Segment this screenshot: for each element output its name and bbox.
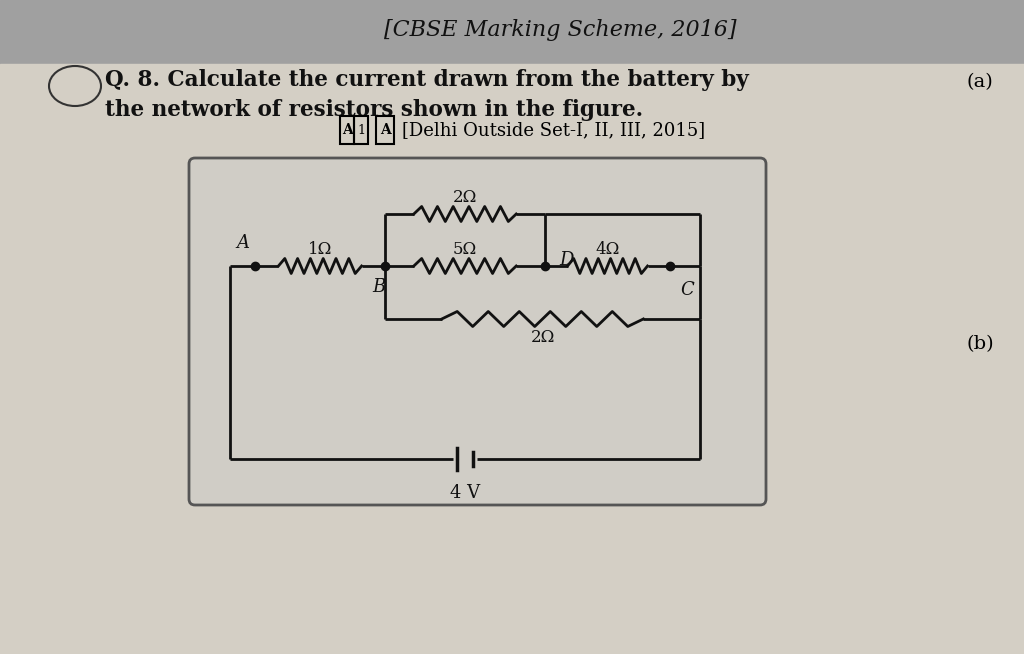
Text: [Delhi Outside Set-I, II, III, 2015]: [Delhi Outside Set-I, II, III, 2015] xyxy=(402,121,706,139)
Text: A: A xyxy=(342,123,352,137)
Text: A: A xyxy=(380,123,390,137)
Text: C: C xyxy=(680,281,693,299)
Text: 4 V: 4 V xyxy=(450,484,480,502)
Text: D: D xyxy=(559,251,573,269)
Text: 4Ω: 4Ω xyxy=(595,241,620,258)
Bar xyxy=(376,116,394,144)
Text: 2Ω: 2Ω xyxy=(453,190,477,207)
Bar xyxy=(340,116,354,144)
Bar xyxy=(354,116,368,144)
FancyBboxPatch shape xyxy=(189,158,766,505)
Text: Q. 8. Calculate the current drawn from the battery by: Q. 8. Calculate the current drawn from t… xyxy=(105,69,749,91)
Text: 2Ω: 2Ω xyxy=(530,328,555,345)
Text: 1: 1 xyxy=(357,124,365,137)
Text: 1Ω: 1Ω xyxy=(308,241,332,258)
Text: the network of resistors shown in the figure.: the network of resistors shown in the fi… xyxy=(105,99,643,121)
Bar xyxy=(0,0,1024,64)
Text: A: A xyxy=(237,234,250,252)
Text: (b): (b) xyxy=(967,335,994,353)
Text: [CBSE Marking Scheme, 2016]: [CBSE Marking Scheme, 2016] xyxy=(384,19,736,41)
Text: (a): (a) xyxy=(967,73,993,91)
Text: B: B xyxy=(373,278,386,296)
Text: 5Ω: 5Ω xyxy=(453,241,477,258)
